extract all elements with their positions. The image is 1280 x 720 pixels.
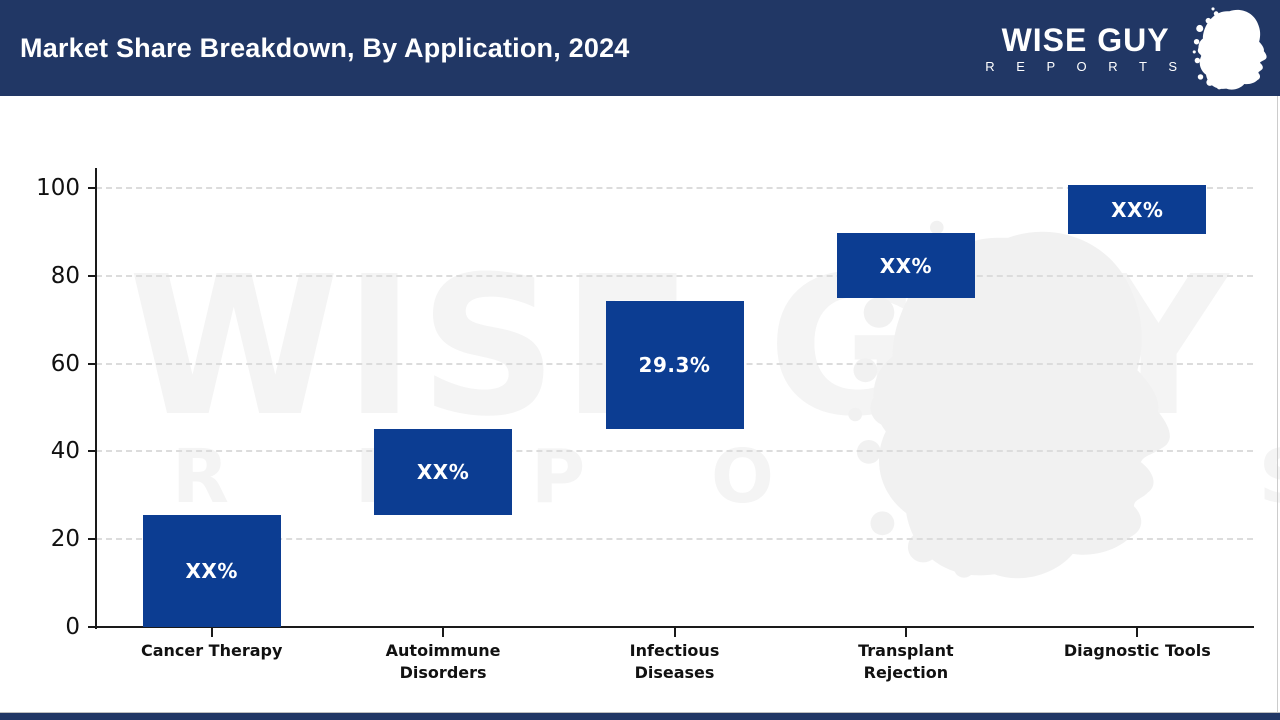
bar-value-label: XX% [879, 253, 933, 278]
y-axis-tick [88, 450, 96, 453]
chart-bar: XX% [142, 514, 281, 627]
brand-logo: WISE GUY R E P O R T S [985, 5, 1274, 91]
y-axis-tick [88, 362, 96, 365]
y-axis-tick-label: 80 [50, 262, 80, 289]
x-axis-tick [442, 628, 445, 637]
y-axis-tick-label: 0 [65, 614, 80, 640]
y-axis-tick-label: 100 [36, 175, 80, 201]
y-axis-tick-label: 40 [50, 438, 80, 465]
brand-logo-text: WISE GUY R E P O R T S [985, 24, 1186, 73]
x-axis-tick [673, 628, 676, 637]
x-axis-tick [210, 628, 213, 637]
y-axis-tick [88, 538, 96, 541]
gridline [96, 274, 1253, 277]
bar-value-label: XX% [1111, 197, 1164, 222]
y-axis-tick [88, 626, 96, 628]
frame-edge [1277, 96, 1278, 713]
y-axis-tick-label: 20 [50, 526, 80, 553]
page-title: Market Share Breakdown, By Application, … [20, 32, 630, 63]
brand-name: WISE GUY [1001, 21, 1170, 58]
head-profile-icon [1192, 7, 1267, 90]
x-axis-tick [1136, 628, 1139, 637]
bar-value-label: XX% [416, 460, 470, 485]
gridline [96, 187, 1253, 189]
x-axis-label: Autoimmune Disorders [385, 641, 501, 682]
y-axis-tick-label: 60 [50, 350, 80, 377]
bar-value-label: XX% [185, 558, 238, 583]
chart-bar: 29.3% [605, 300, 744, 430]
x-axis-line [95, 626, 1254, 628]
gridline [96, 538, 1253, 541]
chart-bar: XX% [374, 429, 513, 515]
brand-subname: R E P O R T S [985, 58, 1186, 74]
y-axis-tick [88, 274, 96, 277]
footer-bar [0, 712, 1280, 720]
y-axis-tick [88, 187, 96, 189]
x-axis-tick [904, 628, 907, 637]
x-axis-label: Infectious Diseases [629, 641, 720, 682]
header-bar: Market Share Breakdown, By Application, … [0, 0, 1280, 96]
chart-bar: XX% [836, 233, 975, 299]
x-axis-label: Diagnostic Tools [1063, 641, 1211, 660]
gridline [96, 450, 1253, 453]
y-axis-line [95, 168, 97, 629]
chart-bar: XX% [1068, 184, 1207, 235]
bar-value-label: 29.3% [638, 353, 711, 378]
x-axis-label: Cancer Therapy [140, 641, 283, 660]
x-axis-label: Transplant Rejection [858, 641, 954, 682]
